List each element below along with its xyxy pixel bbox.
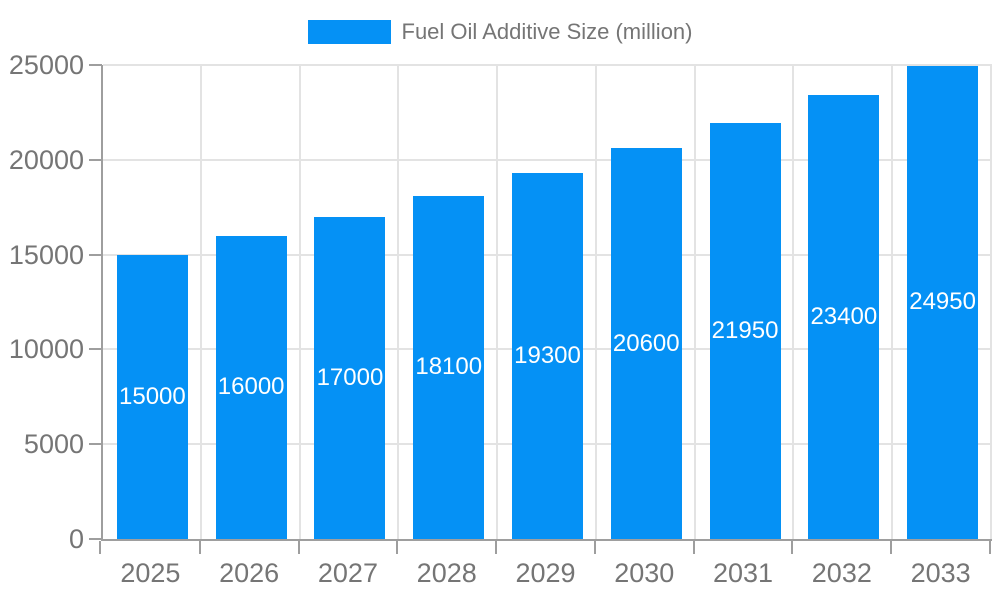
bar bbox=[610, 148, 682, 539]
grid-line-v bbox=[990, 65, 992, 539]
bar bbox=[808, 95, 880, 539]
x-tick-label: 2026 bbox=[219, 558, 280, 588]
x-tick-mark bbox=[495, 541, 498, 554]
grid-line-h bbox=[103, 158, 992, 161]
legend-label: Fuel Oil Additive Size (million) bbox=[401, 19, 693, 44]
grid-line-v bbox=[594, 65, 597, 539]
x-tick-label: 2027 bbox=[317, 558, 378, 588]
y-tick-mark bbox=[89, 348, 102, 351]
x-tick-label: 2033 bbox=[910, 558, 971, 588]
bar-value-label: 21950 bbox=[711, 316, 779, 344]
bar-value-label: 23400 bbox=[810, 303, 878, 331]
y-tick-mark bbox=[89, 158, 102, 161]
plot-area: 15000 16000 17000 18100 19300 20600 21950 23400… bbox=[101, 64, 992, 541]
legend-swatch bbox=[307, 20, 391, 44]
y-tick-label: 25000 bbox=[8, 50, 84, 80]
bar-value-label: 20600 bbox=[612, 329, 680, 357]
x-tick-mark bbox=[593, 541, 596, 554]
grid-line-v bbox=[199, 65, 202, 539]
y-tick-mark bbox=[89, 64, 102, 66]
bar-value-label: 19300 bbox=[514, 342, 581, 370]
grid-line-v bbox=[496, 65, 499, 539]
x-tick-mark bbox=[396, 541, 399, 554]
x-tick-mark bbox=[99, 541, 101, 554]
y-tick-label: 10000 bbox=[8, 334, 84, 365]
y-tick-mark bbox=[89, 538, 102, 540]
bar bbox=[907, 65, 979, 539]
bar-value-label: 17000 bbox=[316, 363, 384, 391]
bar-value-label: 18100 bbox=[415, 353, 483, 381]
legend: Fuel Oil Additive Size (million) bbox=[0, 16, 1000, 48]
x-tick-mark bbox=[890, 541, 893, 554]
grid-line-v bbox=[792, 65, 795, 539]
x-tick-mark bbox=[989, 541, 991, 554]
bar-value-label: 16000 bbox=[217, 373, 285, 401]
bar bbox=[709, 122, 781, 539]
y-tick-label: 15000 bbox=[8, 239, 84, 270]
x-tick-mark bbox=[692, 541, 695, 554]
grid-line-v bbox=[397, 65, 400, 539]
grid-line-v bbox=[891, 65, 894, 539]
x-tick-label: 2031 bbox=[713, 558, 774, 588]
bar-value-label: 15000 bbox=[119, 382, 186, 410]
x-tick-mark bbox=[198, 541, 201, 554]
bar bbox=[116, 254, 188, 539]
bar bbox=[215, 235, 287, 539]
bar bbox=[512, 173, 583, 539]
grid-line-v bbox=[693, 65, 696, 539]
x-tick-mark bbox=[791, 541, 794, 554]
x-tick-label: 2029 bbox=[515, 558, 576, 588]
x-tick-label: 2032 bbox=[811, 558, 872, 588]
bar bbox=[413, 195, 485, 539]
y-tick-mark bbox=[89, 253, 102, 256]
x-tick-label: 2028 bbox=[416, 558, 477, 588]
grid-line-h bbox=[103, 64, 992, 66]
x-tick-mark bbox=[297, 541, 300, 554]
y-tick-label: 5000 bbox=[23, 429, 84, 460]
x-tick-label: 2030 bbox=[614, 558, 675, 588]
bar-value-label: 24950 bbox=[909, 288, 976, 316]
y-tick-label: 20000 bbox=[8, 144, 84, 175]
bar bbox=[314, 216, 386, 539]
y-tick-label: 0 bbox=[68, 524, 84, 554]
grid-line-v bbox=[298, 65, 301, 539]
y-tick-mark bbox=[89, 443, 102, 446]
x-tick-label: 2025 bbox=[120, 558, 181, 588]
